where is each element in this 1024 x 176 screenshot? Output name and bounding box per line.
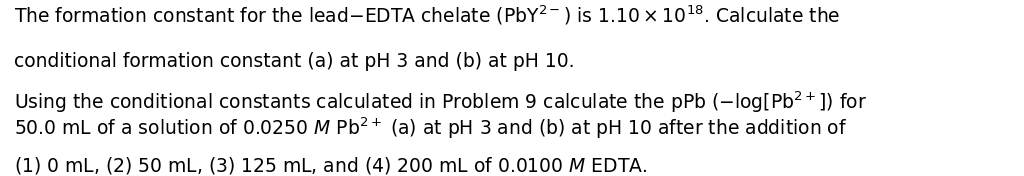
Text: conditional formation constant (a) at pH 3 and (b) at pH 10.: conditional formation constant (a) at pH… bbox=[13, 52, 574, 71]
Text: Using the conditional constants calculated in Problem 9 calculate the pPb ($-$lo: Using the conditional constants calculat… bbox=[13, 89, 866, 115]
Text: The formation constant for the lead$-$EDTA chelate (PbY$^{2-}$) is $1.10\times10: The formation constant for the lead$-$ED… bbox=[13, 4, 841, 27]
Text: (1) 0 mL, (2) 50 mL, (3) 125 mL, and (4) 200 mL of 0.0100 $M$ EDTA.: (1) 0 mL, (2) 50 mL, (3) 125 mL, and (4)… bbox=[13, 155, 647, 176]
Text: 50.0 mL of a solution of 0.0250 $M$ Pb$^{2+}$ (a) at pH 3 and (b) at pH 10 after: 50.0 mL of a solution of 0.0250 $M$ Pb$^… bbox=[13, 116, 847, 141]
